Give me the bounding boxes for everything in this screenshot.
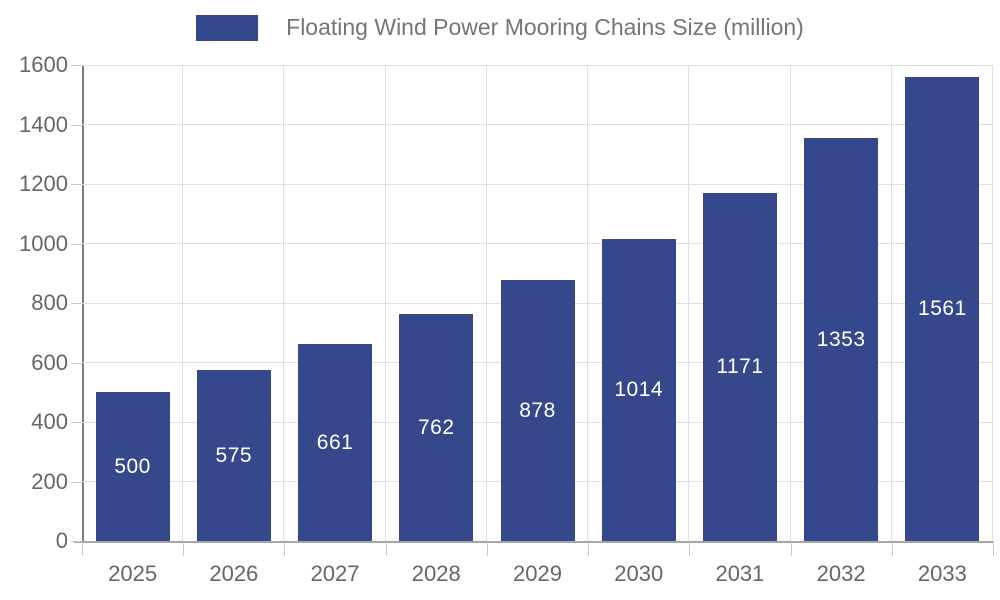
x-tick-label: 2032 <box>816 561 866 586</box>
bar: 661 <box>298 344 373 541</box>
vertical-gridline <box>182 65 183 541</box>
y-axis-tick <box>71 243 81 245</box>
x-tick-label: 2028 <box>411 561 461 586</box>
bar-value-label: 1171 <box>716 355 764 378</box>
bar-value-label: 762 <box>417 415 455 439</box>
y-tick-label: 1400 <box>19 111 68 137</box>
y-axis-tick <box>71 65 81 66</box>
horizontal-gridline <box>82 243 993 244</box>
y-tick-label: 600 <box>31 349 68 375</box>
bar-value-label: 1014 <box>614 378 664 401</box>
bar: 878 <box>500 280 575 541</box>
bar-value-label: 878 <box>519 398 556 422</box>
vertical-gridline <box>891 65 892 541</box>
y-axis-tick <box>71 481 81 483</box>
y-tick-label: 0 <box>55 528 68 553</box>
x-axis-tick <box>487 542 488 556</box>
x-tick-label: 2025 <box>108 561 158 586</box>
y-axis-tick <box>71 303 81 304</box>
bar-value-label: 500 <box>114 454 151 478</box>
vertical-gridline <box>283 65 284 541</box>
bar: 1014 <box>601 239 676 541</box>
x-axis-tick <box>993 542 994 556</box>
x-axis-line <box>74 541 993 543</box>
bar-value-label: 661 <box>316 430 354 454</box>
x-axis-tick <box>386 542 387 556</box>
y-tick-label: 800 <box>31 290 68 315</box>
bar-value-label: 575 <box>215 443 253 467</box>
plot-area: 500 575 661 762 878 1014 1171 1353 1561 <box>82 64 993 541</box>
vertical-gridline <box>790 65 791 541</box>
y-axis-tick <box>71 541 81 542</box>
bar: 1353 <box>804 138 879 541</box>
bar-value-label: 1353 <box>816 327 866 351</box>
y-axis-tick <box>71 362 81 364</box>
x-axis-tick <box>892 542 893 556</box>
bar: 1561 <box>905 77 980 541</box>
y-tick-label: 1600 <box>19 52 68 77</box>
y-axis-tick <box>71 422 81 423</box>
bar-value-label: 1561 <box>918 297 967 320</box>
x-tick-label: 2030 <box>614 561 664 586</box>
vertical-gridline <box>486 65 487 541</box>
legend-label: Floating Wind Power Mooring Chains Size … <box>286 14 804 40</box>
x-tick-label: 2033 <box>917 561 967 586</box>
horizontal-gridline <box>82 124 993 125</box>
x-tick-label: 2031 <box>715 561 765 586</box>
vertical-gridline <box>385 65 386 541</box>
bar: 1171 <box>702 193 777 541</box>
y-axis-tick <box>71 184 81 185</box>
x-axis-tick <box>689 542 690 556</box>
x-axis-tick <box>588 542 589 556</box>
bar: 500 <box>95 392 170 541</box>
x-axis-tick <box>82 542 83 556</box>
y-tick-label: 200 <box>31 468 68 494</box>
y-tick-label: 1200 <box>19 171 68 196</box>
legend-swatch <box>196 14 259 41</box>
horizontal-gridline <box>82 183 993 185</box>
legend-item[interactable]: Floating Wind Power Mooring Chains Size … <box>0 14 1000 41</box>
horizontal-gridline <box>82 64 993 66</box>
vertical-gridline <box>587 65 588 541</box>
x-tick-label: 2029 <box>513 561 562 586</box>
y-tick-label: 400 <box>31 409 68 434</box>
x-axis-tick <box>791 542 792 556</box>
vertical-gridline <box>688 65 689 541</box>
bar: 575 <box>196 370 271 541</box>
x-axis-tick <box>284 542 285 556</box>
y-axis-tick <box>71 124 81 126</box>
x-axis-tick <box>183 542 184 556</box>
bar: 762 <box>399 314 474 541</box>
y-tick-label: 1000 <box>19 230 68 256</box>
x-tick-label: 2027 <box>310 561 360 586</box>
vertical-gridline <box>992 65 993 541</box>
x-tick-label: 2026 <box>209 561 259 586</box>
